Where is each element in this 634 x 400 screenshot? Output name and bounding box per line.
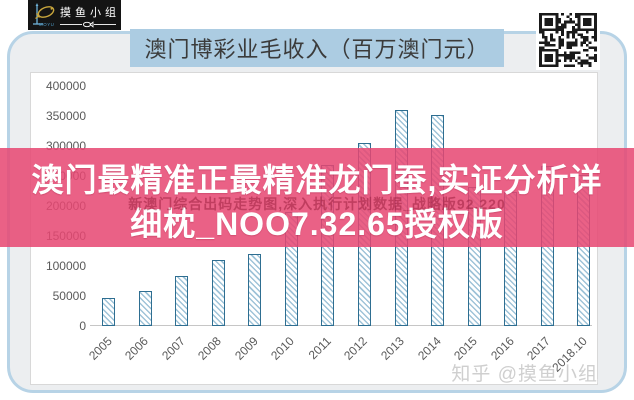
page-title: 澳门博彩业毛收入（百万澳门元）: [130, 29, 504, 67]
bar-2009: [248, 254, 262, 326]
zhihu-watermark: 知乎 @摸鱼小组: [451, 364, 598, 385]
y-tick-label: 100000: [45, 259, 86, 273]
bar-2007: [175, 275, 189, 326]
bar-2008: [211, 260, 225, 326]
y-tick-label: 400000: [45, 79, 86, 93]
x-axis-line: [90, 325, 592, 326]
logo-subtitle: MOYU: [39, 21, 55, 27]
banner-text-line2: 细枕_NOO7.32.65授权版: [130, 206, 504, 242]
y-tick-label: 350000: [45, 109, 86, 123]
fish-on-axis-icon: MOYU: [31, 2, 56, 29]
banner-ghost-watermark: 新澳门综合出码走势图,深入执行计划数据_战略版92.220: [128, 196, 506, 212]
moyu-logo: MOYU 摸鱼小组: [28, 0, 121, 30]
logo-brand-text: 摸鱼小组: [60, 6, 120, 19]
banner-text-line1: 澳门最精准正最精准龙门蚕,实证分析详: [31, 162, 603, 198]
overlay-spam-banner: 澳门最精准正最精准龙门蚕,实证分析详 细枕_NOO7.32.65授权版 新澳门综…: [0, 148, 634, 247]
logo-text-block: 摸鱼小组: [56, 4, 120, 28]
small-fish-icon: [82, 20, 94, 28]
qr-code: [536, 10, 600, 70]
y-tick-label: 0: [79, 319, 86, 333]
bar-2006: [138, 291, 152, 326]
logo-underline: [60, 20, 116, 28]
chart-title-wrap: 澳门博彩业毛收入（百万澳门元）: [0, 29, 634, 67]
bar-2005: [102, 297, 116, 326]
y-tick-label: 50000: [52, 289, 86, 303]
